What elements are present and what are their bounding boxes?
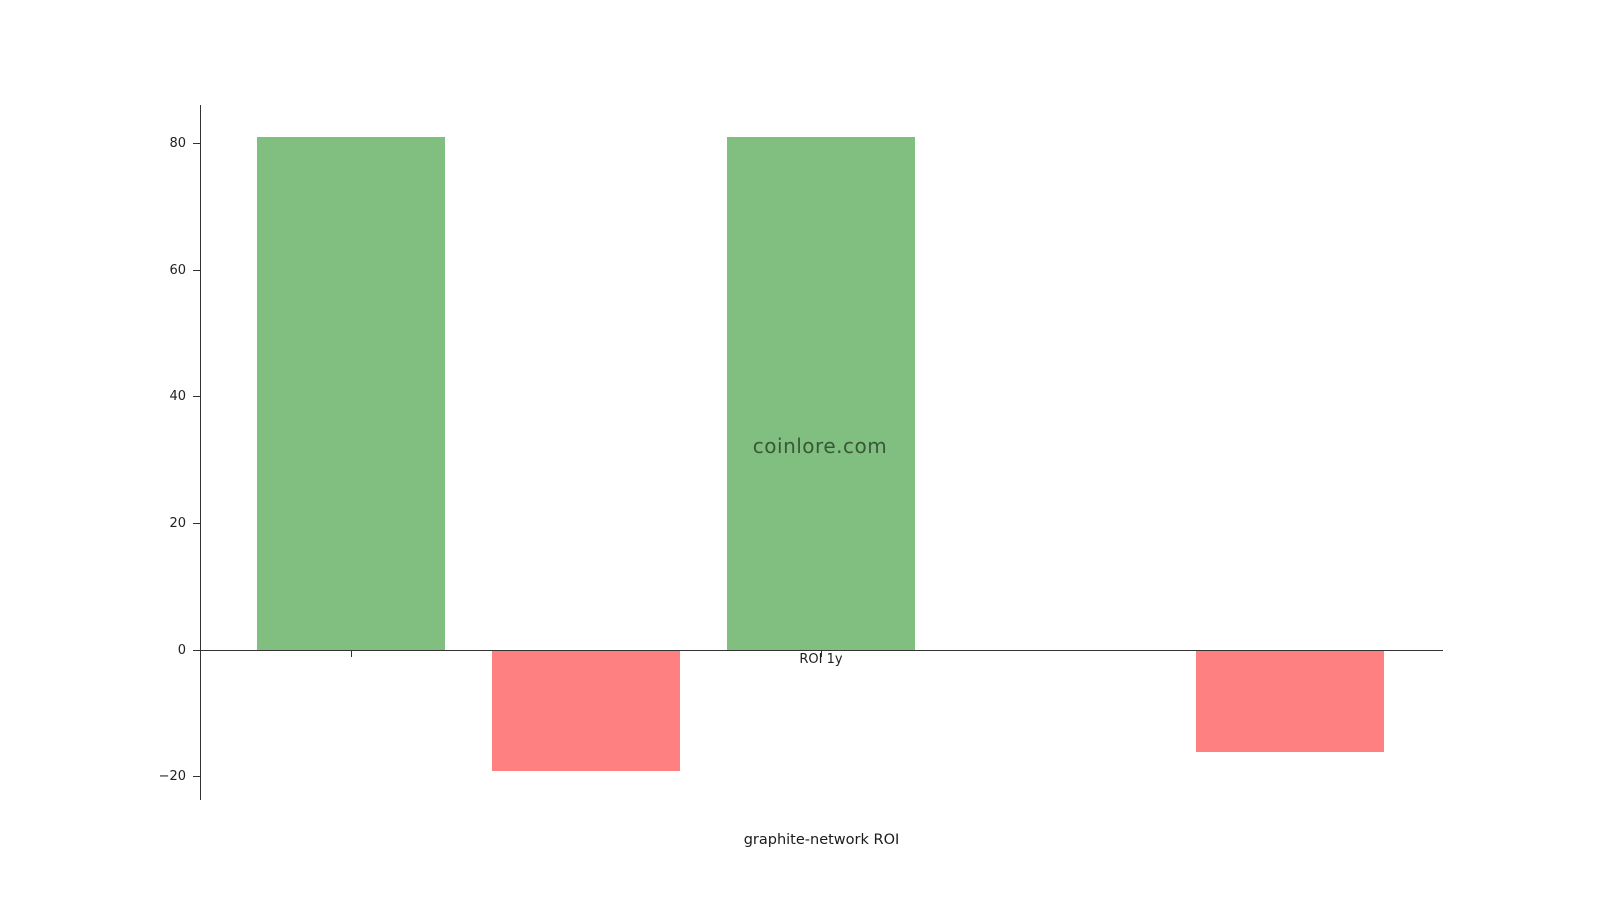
y-tick-label: 20 bbox=[169, 516, 186, 531]
x-tick-label: ROI 1y bbox=[799, 652, 843, 667]
y-tick-label: 60 bbox=[169, 263, 186, 278]
y-tick-mark bbox=[193, 143, 200, 144]
roi-bar bbox=[492, 651, 680, 771]
y-tick-label: −20 bbox=[158, 769, 186, 784]
y-tick-mark bbox=[193, 776, 200, 777]
y-tick-label: 40 bbox=[169, 389, 186, 404]
watermark-text: coinlore.com bbox=[752, 434, 888, 458]
x-tick-mark bbox=[351, 650, 352, 657]
y-tick-mark bbox=[193, 270, 200, 271]
roi-bar bbox=[1196, 651, 1384, 752]
chart-title: graphite-network ROI bbox=[743, 832, 900, 848]
y-tick-mark bbox=[193, 650, 200, 651]
y-tick-label: 80 bbox=[169, 136, 186, 151]
y-axis-line bbox=[200, 105, 201, 800]
roi-bar bbox=[257, 137, 445, 650]
roi-bar bbox=[727, 137, 915, 650]
y-tick-mark bbox=[193, 523, 200, 524]
x-tick-mark bbox=[821, 650, 822, 657]
y-tick-mark bbox=[193, 396, 200, 397]
y-tick-label: 0 bbox=[177, 643, 186, 658]
